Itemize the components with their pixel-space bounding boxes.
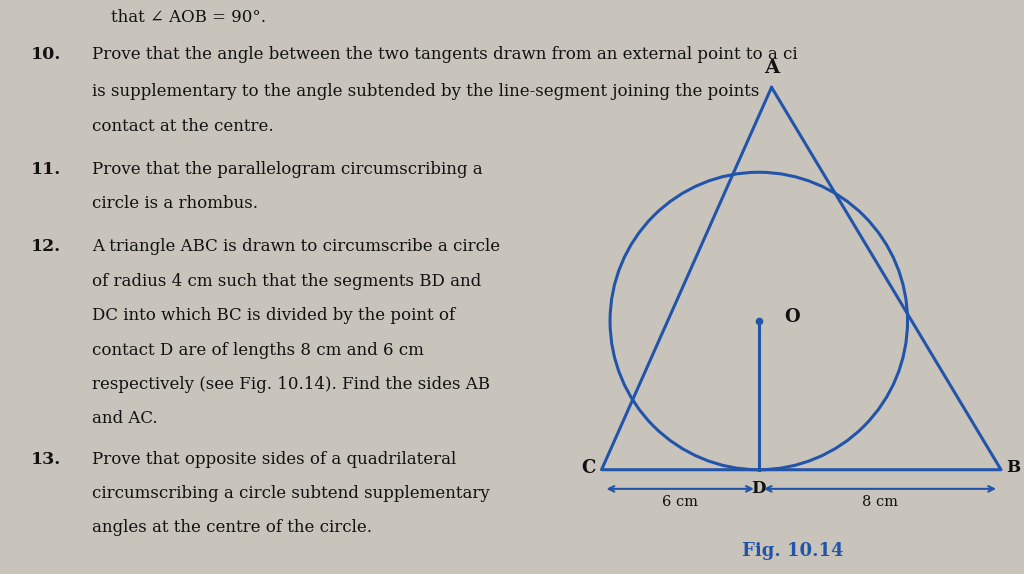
Text: that ∠ AOB = 90°.: that ∠ AOB = 90°. [111, 9, 265, 26]
Text: D: D [752, 480, 766, 497]
Text: A: A [764, 59, 779, 77]
Text: 13.: 13. [31, 451, 61, 468]
Text: 12.: 12. [31, 238, 60, 255]
Text: and AC.: and AC. [92, 410, 158, 428]
Text: Fig. 10.14: Fig. 10.14 [742, 542, 844, 560]
Text: B: B [1007, 459, 1020, 476]
Text: A triangle ABC is drawn to circumscribe a circle: A triangle ABC is drawn to circumscribe … [92, 238, 501, 255]
Text: Prove that the parallelogram circumscribing a: Prove that the parallelogram circumscrib… [92, 161, 482, 178]
Text: respectively (see Fig. 10.14). Find the sides AB: respectively (see Fig. 10.14). Find the … [92, 376, 490, 393]
Text: 10.: 10. [31, 46, 61, 63]
Text: is supplementary to the angle subtended by the line-segment joining the points: is supplementary to the angle subtended … [92, 83, 760, 100]
Text: 8 cm: 8 cm [862, 495, 898, 509]
Text: contact D are of lengths 8 cm and 6 cm: contact D are of lengths 8 cm and 6 cm [92, 342, 424, 359]
Text: Prove that opposite sides of a quadrilateral: Prove that opposite sides of a quadrilat… [92, 451, 457, 468]
Text: O: O [784, 308, 800, 326]
Text: Prove that the angle between the two tangents drawn from an external point to a : Prove that the angle between the two tan… [92, 46, 798, 63]
Text: 6 cm: 6 cm [663, 495, 698, 509]
Text: contact at the centre.: contact at the centre. [92, 118, 273, 135]
Text: circle is a rhombus.: circle is a rhombus. [92, 195, 258, 212]
Text: 11.: 11. [31, 161, 61, 178]
Text: angles at the centre of the circle.: angles at the centre of the circle. [92, 519, 372, 537]
Text: of radius 4 cm such that the segments BD and: of radius 4 cm such that the segments BD… [92, 273, 481, 290]
Text: DC into which BC is divided by the point of: DC into which BC is divided by the point… [92, 307, 456, 324]
Text: C: C [581, 459, 595, 476]
Text: circumscribing a circle subtend supplementary: circumscribing a circle subtend suppleme… [92, 485, 489, 502]
